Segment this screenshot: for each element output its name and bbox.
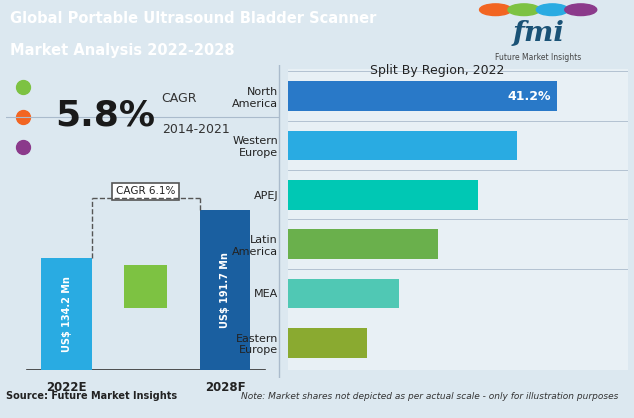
Text: Source: Future Market Insights: Source: Future Market Insights [6, 391, 178, 401]
Circle shape [479, 4, 512, 15]
Text: Note: Market shares not depicted as per actual scale - only for illustration pur: Note: Market shares not depicted as per … [241, 392, 618, 401]
Text: 2028F: 2028F [205, 381, 245, 394]
Text: fmi: fmi [512, 20, 564, 47]
Bar [288, 229, 439, 259]
Bar [288, 180, 477, 209]
Text: US$ 191.7 Mn: US$ 191.7 Mn [220, 252, 230, 328]
Text: Split By Region, 2022: Split By Region, 2022 [370, 64, 505, 76]
Text: CAGR: CAGR [162, 92, 197, 105]
Bar [288, 82, 557, 111]
Bar [200, 210, 250, 370]
Bar [41, 258, 92, 370]
Bar [288, 131, 517, 160]
Circle shape [565, 4, 597, 15]
Text: 5.8%: 5.8% [55, 98, 155, 132]
Text: 41.2%: 41.2% [507, 89, 551, 102]
Text: 2014-2021: 2014-2021 [162, 122, 230, 135]
Text: CAGR 6.1%: CAGR 6.1% [116, 186, 176, 196]
Text: Global Portable Ultrasound Bladder Scanner: Global Portable Ultrasound Bladder Scann… [10, 10, 376, 25]
Text: Market Analysis 2022-2028: Market Analysis 2022-2028 [10, 43, 234, 58]
Text: US$ 134.2 Mn: US$ 134.2 Mn [61, 276, 72, 352]
Text: 2022E: 2022E [46, 381, 87, 394]
Bar [288, 328, 366, 357]
Circle shape [536, 4, 568, 15]
Text: Future Market Insights: Future Market Insights [495, 53, 581, 61]
Circle shape [508, 4, 540, 15]
Bar [288, 279, 399, 308]
Bar [124, 265, 167, 308]
